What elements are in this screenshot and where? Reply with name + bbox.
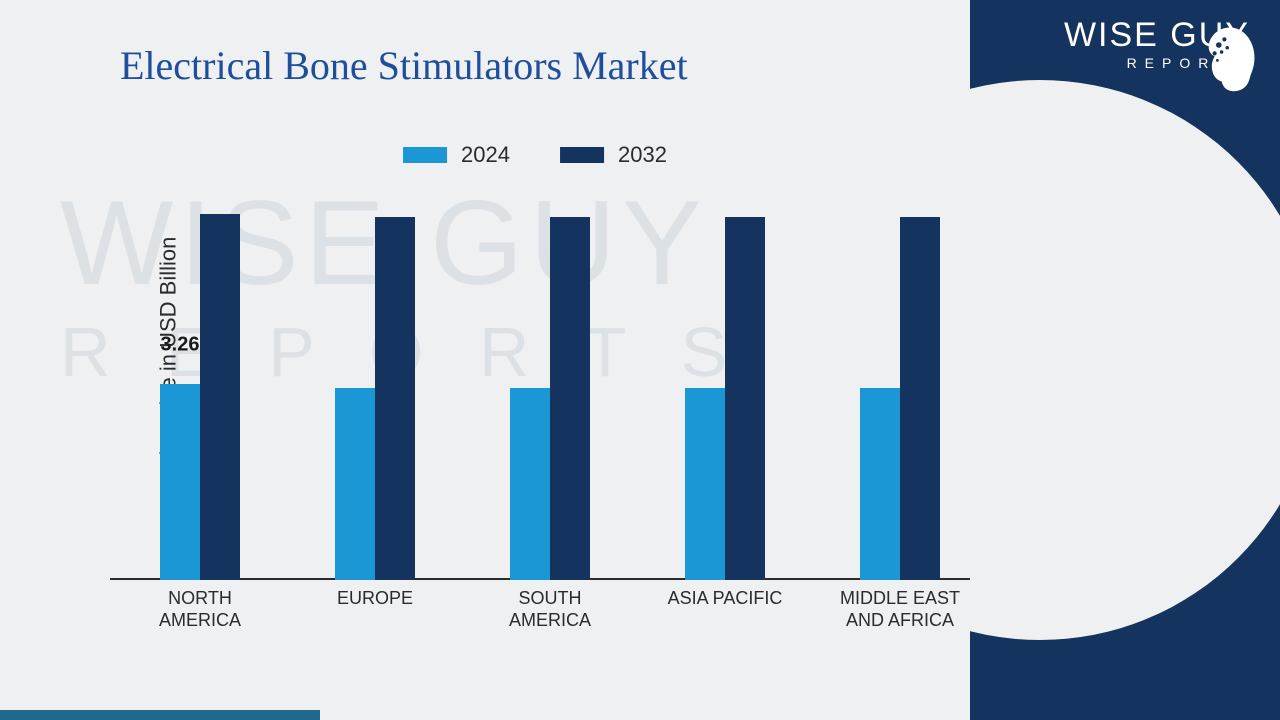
bar-2032 [375,217,415,580]
bar-2024 [685,388,725,580]
x-axis-category-label: ASIA PACIFIC [655,588,795,610]
legend: 2024 2032 [403,142,667,168]
legend-label-2032: 2032 [618,142,667,168]
x-axis-category-label: SOUTH AMERICA [480,588,620,631]
bar-2032 [725,217,765,580]
x-axis-category-label: MIDDLE EAST AND AFRICA [830,588,970,631]
bar-2032 [900,217,940,580]
bar-2024 [335,388,375,580]
bar-chart: Market Size in USD Billion 2024 2032 3.2… [100,150,970,580]
bar-value-label: 3.26 [161,334,200,357]
bottom-accent-bar [0,710,320,720]
infographic-canvas: WISE GUY REPORTS WISE GUY R E P O R T S … [0,0,1280,720]
bar-2024 [510,388,550,580]
head-silhouette-icon [1188,24,1258,94]
legend-label-2024: 2024 [461,142,510,168]
legend-swatch-2024 [403,147,447,163]
legend-item-2032: 2032 [560,142,667,168]
brand-logo: WISE GUY REPORTS [1064,18,1250,70]
legend-swatch-2032 [560,147,604,163]
bar-2024 [160,384,200,580]
bar-2032 [550,217,590,580]
chart-title: Electrical Bone Stimulators Market [120,42,688,89]
bar-2024 [860,388,900,580]
x-axis-category-label: NORTH AMERICA [130,588,270,631]
bar-2032 [200,214,240,580]
right-brand-panel: WISE GUY REPORTS [970,0,1280,720]
plot-area: 3.26NORTH AMERICAEUROPESOUTH AMERICAASIA… [110,190,970,580]
legend-item-2024: 2024 [403,142,510,168]
x-axis-category-label: EUROPE [305,588,445,610]
